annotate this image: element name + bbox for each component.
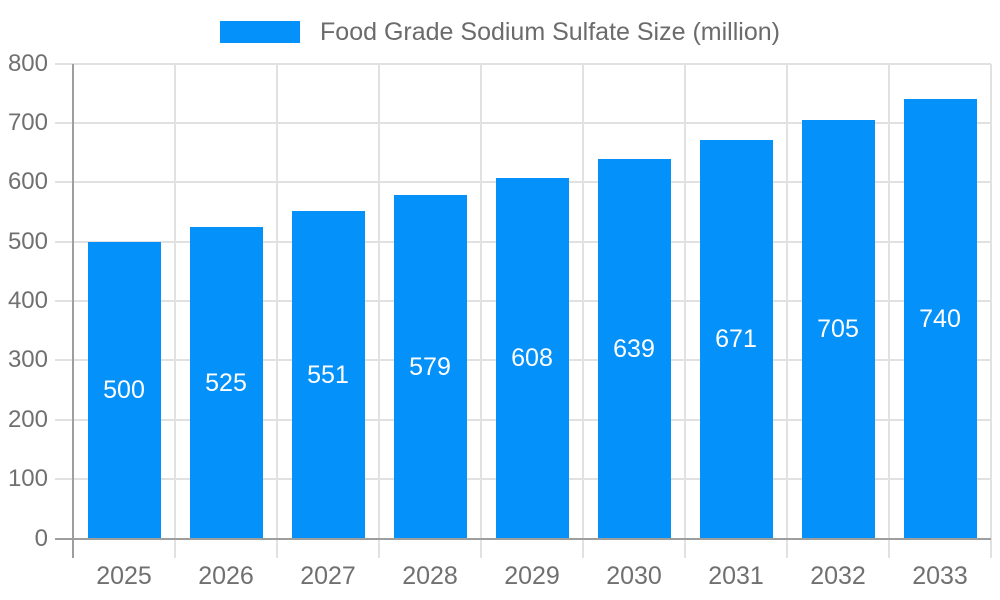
x-axis-tick — [786, 538, 788, 558]
x-tick-label: 2026 — [198, 561, 254, 590]
x-axis-tick — [684, 538, 686, 558]
bar — [495, 177, 569, 539]
bar — [801, 119, 875, 539]
bar — [393, 194, 467, 539]
x-tick-label: 2033 — [912, 561, 968, 590]
legend-swatch — [220, 21, 301, 43]
x-axis-line — [55, 537, 991, 540]
gridline-vertical — [276, 63, 278, 539]
y-tick-label: 800 — [7, 49, 48, 77]
gridline-vertical — [582, 63, 584, 539]
x-tick-label: 2030 — [606, 561, 662, 590]
y-tick-label: 200 — [7, 405, 48, 433]
x-axis-tick — [582, 538, 584, 558]
gridline-vertical — [990, 63, 992, 539]
x-axis-tick — [378, 538, 380, 558]
y-axis-tick — [55, 240, 73, 243]
gridline-vertical — [174, 63, 176, 539]
bar-value-label: 500 — [103, 376, 145, 405]
gridline-horizontal — [73, 121, 991, 124]
y-tick-label: 100 — [7, 465, 48, 493]
gridline-vertical — [888, 63, 890, 539]
bar — [903, 99, 977, 539]
y-axis-tick — [55, 418, 73, 421]
x-axis-tick — [888, 538, 890, 558]
y-tick-label: 600 — [7, 168, 48, 196]
gridline-vertical — [684, 63, 686, 539]
x-tick-label: 2031 — [708, 561, 764, 590]
bar-value-label: 551 — [307, 360, 349, 389]
x-tick-label: 2027 — [300, 561, 356, 590]
bar — [87, 241, 161, 539]
chart-legend: Food Grade Sodium Sulfate Size (million) — [0, 18, 1000, 46]
y-axis-tick — [55, 359, 73, 362]
y-tick-label: 700 — [7, 108, 48, 136]
bar-value-label: 579 — [409, 352, 451, 381]
x-axis-tick — [174, 538, 176, 558]
y-axis-tick — [55, 478, 73, 481]
bar — [189, 226, 263, 539]
bar — [597, 159, 671, 539]
bar-value-label: 705 — [817, 315, 859, 344]
x-axis-tick — [990, 538, 992, 558]
y-tick-label: 400 — [7, 287, 48, 314]
x-axis-tick — [480, 538, 482, 558]
y-axis-tick — [55, 62, 73, 65]
x-tick-label: 2029 — [504, 561, 560, 590]
x-tick-label: 2025 — [96, 561, 152, 590]
y-tick-label: 500 — [7, 227, 48, 255]
bar-value-label: 671 — [715, 325, 757, 354]
x-tick-label: 2028 — [402, 561, 458, 590]
x-tick-label: 2032 — [810, 561, 866, 590]
gridline-horizontal — [73, 62, 991, 65]
y-axis-tick — [55, 300, 73, 302]
y-tick-label: 0 — [34, 524, 48, 552]
y-axis-tick — [55, 181, 73, 184]
gridline-vertical — [786, 63, 788, 539]
legend-label: Food Grade Sodium Sulfate Size (million) — [320, 18, 780, 46]
gridline-vertical — [378, 63, 380, 539]
bar-value-label: 525 — [205, 368, 247, 397]
y-axis-tick — [55, 121, 73, 124]
gridline-vertical — [480, 63, 482, 539]
bar-value-label: 639 — [613, 334, 655, 363]
bar-value-label: 740 — [919, 304, 961, 333]
bar-value-label: 608 — [511, 344, 553, 372]
y-axis-line — [72, 63, 74, 558]
y-tick-label: 300 — [7, 346, 48, 374]
bar — [291, 211, 365, 539]
x-axis-tick — [276, 538, 278, 558]
bar — [699, 140, 773, 539]
